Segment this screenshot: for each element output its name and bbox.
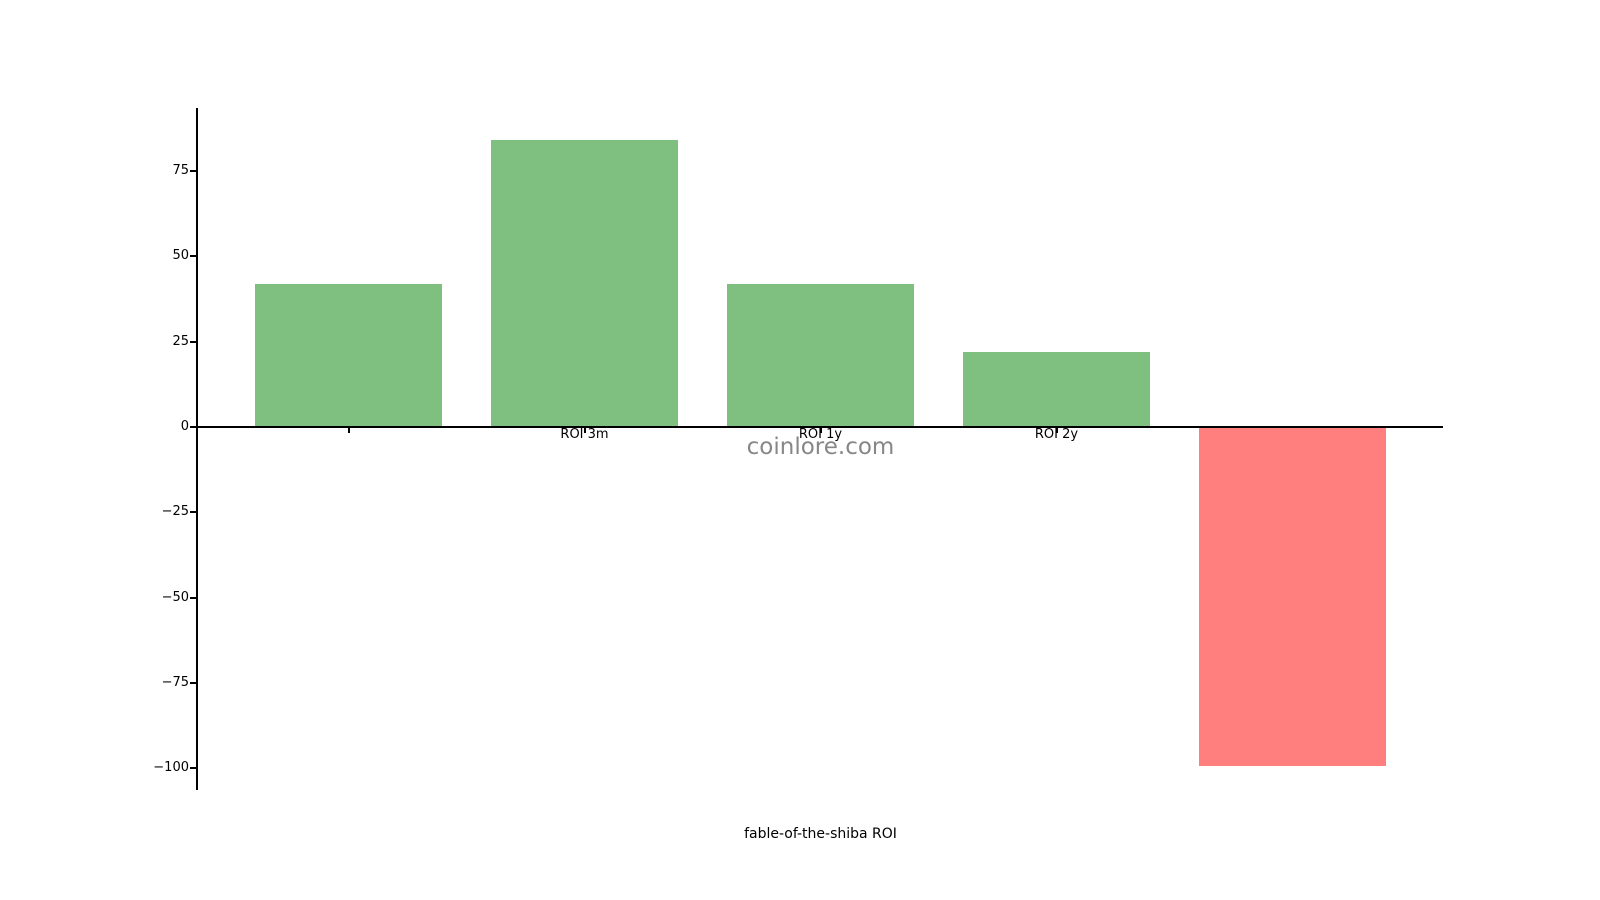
y-tick-label: −75	[161, 674, 189, 690]
x-tick-mark	[1055, 427, 1058, 433]
x-tick-label: ROI 2y	[1034, 427, 1079, 442]
y-tick-label: 50	[172, 248, 189, 264]
x-tick-mark	[819, 427, 822, 433]
y-tick-label: −50	[161, 589, 189, 605]
x-tick-mark	[583, 427, 586, 433]
y-tick-mark	[190, 426, 196, 428]
y-tick-mark	[190, 596, 196, 599]
y-tick-mark	[190, 511, 196, 514]
bar-4	[1199, 428, 1386, 766]
watermark: coinlore.com	[746, 434, 895, 460]
y-tick-label: 25	[172, 333, 189, 349]
y-tick-label: 0	[180, 419, 189, 434]
bar-roi-1y	[727, 283, 914, 427]
y-tick-mark	[190, 170, 196, 173]
bar-roi-3m	[491, 140, 678, 427]
bar-roi-2y	[963, 351, 1150, 427]
y-tick-mark	[190, 767, 196, 770]
y-axis-spine	[196, 108, 198, 790]
y-tick-label: −25	[161, 504, 189, 520]
x-tick-mark	[347, 427, 350, 433]
x-tick-label: ROI 1y	[798, 427, 843, 442]
chart-title: fable-of-the-shiba ROI	[744, 826, 897, 842]
y-tick-label: 75	[172, 163, 189, 179]
y-tick-mark	[190, 255, 196, 258]
y-tick-mark	[190, 340, 196, 343]
y-tick-label: −100	[153, 760, 189, 776]
y-tick-mark	[190, 681, 196, 684]
x-tick-label: ROI 3m	[560, 427, 609, 442]
bar-0	[255, 283, 442, 427]
